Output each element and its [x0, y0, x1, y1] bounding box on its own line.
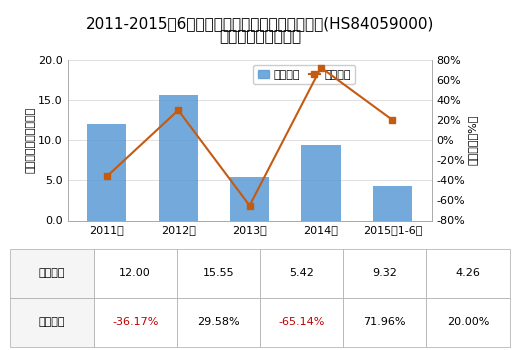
Legend: 出口金额, 同比增长: 出口金额, 同比增长: [253, 65, 355, 84]
Bar: [230, 177, 269, 220]
Bar: [302, 146, 341, 220]
Bar: [159, 95, 198, 220]
Text: 出口总额及增速统计: 出口总额及增速统计: [219, 29, 301, 44]
Y-axis label: 同比增速（%）: 同比增速（%）: [468, 115, 478, 165]
Text: 2011-2015年6月煤气、乙孔等气体发生器的零件(HS84059000): 2011-2015年6月煤气、乙孔等气体发生器的零件(HS84059000): [86, 16, 434, 32]
Bar: [87, 124, 126, 220]
Bar: [373, 186, 412, 220]
Y-axis label: 出口金额（百万美元）: 出口金额（百万美元）: [25, 107, 35, 173]
